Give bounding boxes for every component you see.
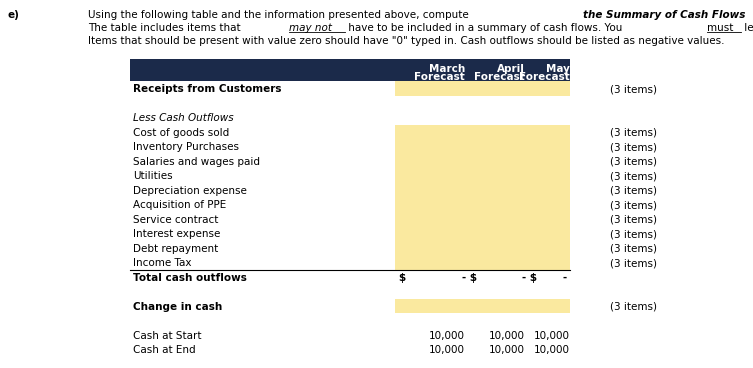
- Text: Debt repayment: Debt repayment: [133, 244, 218, 254]
- Text: March: March: [428, 64, 465, 74]
- Text: Income Tax: Income Tax: [133, 258, 191, 268]
- Text: Utilities: Utilities: [133, 171, 172, 181]
- Text: Cash at End: Cash at End: [133, 345, 196, 355]
- Bar: [395, 169, 570, 183]
- Bar: [395, 81, 570, 96]
- Text: The table includes items that: The table includes items that: [88, 23, 244, 33]
- Text: (3 items): (3 items): [610, 171, 657, 181]
- Bar: [395, 299, 570, 314]
- Text: April: April: [497, 64, 525, 74]
- Text: Inventory Purchases: Inventory Purchases: [133, 142, 239, 152]
- Text: Using the following table and the information presented above, compute: Using the following table and the inform…: [88, 10, 472, 20]
- Bar: [395, 226, 570, 241]
- Bar: [395, 183, 570, 197]
- Text: (3 items): (3 items): [610, 302, 657, 312]
- Text: Salaries and wages paid: Salaries and wages paid: [133, 157, 260, 167]
- Text: (3 items): (3 items): [610, 258, 657, 268]
- Bar: [395, 241, 570, 255]
- Text: 10,000: 10,000: [534, 331, 570, 341]
- Text: Cost of goods sold: Cost of goods sold: [133, 128, 229, 138]
- Bar: [395, 125, 570, 139]
- Text: Cash at Start: Cash at Start: [133, 331, 202, 341]
- Text: Acquisition of PPE: Acquisition of PPE: [133, 200, 226, 210]
- Text: e): e): [8, 10, 20, 20]
- Text: Total cash outflows: Total cash outflows: [133, 273, 247, 283]
- Text: (3 items): (3 items): [610, 186, 657, 196]
- Text: $: $: [398, 273, 405, 283]
- Text: Forecast: Forecast: [414, 72, 465, 82]
- Text: 10,000: 10,000: [534, 345, 570, 355]
- Text: may not: may not: [289, 23, 332, 33]
- Text: Interest expense: Interest expense: [133, 229, 221, 239]
- Text: Items that should be present with value zero should have "0" typed in. Cash outf: Items that should be present with value …: [88, 36, 724, 46]
- Text: 10,000: 10,000: [429, 331, 465, 341]
- Text: 10,000: 10,000: [489, 331, 525, 341]
- Text: (3 items): (3 items): [610, 244, 657, 254]
- Text: (3 items): (3 items): [610, 215, 657, 225]
- Bar: [395, 255, 570, 270]
- Text: 10,000: 10,000: [429, 345, 465, 355]
- Text: the Summary of Cash Flows: the Summary of Cash Flows: [584, 10, 746, 20]
- Text: Service contract: Service contract: [133, 215, 218, 225]
- Text: Change in cash: Change in cash: [133, 302, 222, 312]
- Text: (3 items): (3 items): [610, 157, 657, 167]
- Text: Forecast: Forecast: [474, 72, 525, 82]
- Bar: [395, 197, 570, 212]
- Text: -: -: [562, 273, 567, 283]
- Bar: [395, 212, 570, 226]
- Text: May: May: [546, 64, 570, 74]
- Text: have to be included in a summary of cash flows. You: have to be included in a summary of cash…: [345, 23, 625, 33]
- Text: Depreciation expense: Depreciation expense: [133, 186, 247, 196]
- Text: (3 items): (3 items): [610, 229, 657, 239]
- Text: must: must: [707, 23, 733, 33]
- Text: - $: - $: [523, 273, 538, 283]
- Text: Less Cash Outflows: Less Cash Outflows: [133, 113, 233, 123]
- Text: - $: - $: [462, 273, 477, 283]
- Text: Receipts from Customers: Receipts from Customers: [133, 84, 282, 94]
- Text: 10,000: 10,000: [489, 345, 525, 355]
- Text: (3 items): (3 items): [610, 128, 657, 138]
- Text: (3 items): (3 items): [610, 84, 657, 94]
- Text: (3 items): (3 items): [610, 200, 657, 210]
- Text: leave these items blank.: leave these items blank.: [741, 23, 753, 33]
- Bar: [395, 154, 570, 169]
- Bar: [130, 59, 570, 81]
- Text: (3 items): (3 items): [610, 142, 657, 152]
- Text: Forecast: Forecast: [520, 72, 570, 82]
- Bar: [395, 139, 570, 154]
